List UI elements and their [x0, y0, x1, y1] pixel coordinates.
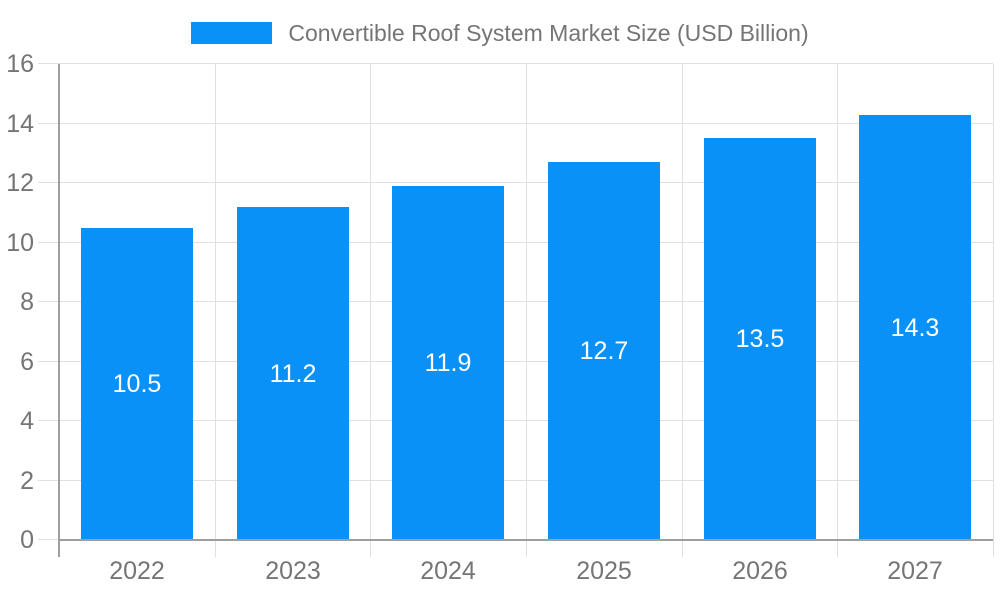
- y-axis-label: 0: [20, 526, 34, 554]
- x-axis-line: [59, 539, 993, 541]
- bar[interactable]: [548, 162, 660, 540]
- y-axis-label: 2: [20, 467, 34, 495]
- y-gridline: [59, 63, 993, 64]
- legend-label: Convertible Roof System Market Size (USD…: [288, 20, 809, 46]
- y-axis-tick: [38, 182, 59, 183]
- y-axis-label: 14: [6, 110, 34, 138]
- y-axis-tick: [38, 480, 59, 481]
- y-axis-tick: [38, 123, 59, 124]
- y-axis-tick: [38, 242, 59, 243]
- x-axis-label: 2025: [576, 557, 632, 585]
- x-axis-label: 2026: [732, 557, 788, 585]
- bar-value-label: 11.9: [424, 349, 472, 377]
- bar-value-label: 12.7: [579, 337, 629, 365]
- y-axis-tick: [38, 63, 59, 64]
- x-gridline: [993, 64, 994, 557]
- y-axis-label: 12: [6, 169, 34, 197]
- y-axis-label: 4: [20, 407, 34, 435]
- y-axis-tick: [38, 539, 59, 540]
- bar[interactable]: [859, 115, 971, 540]
- bar[interactable]: [704, 138, 816, 540]
- y-axis-label: 10: [6, 229, 34, 257]
- legend-item[interactable]: Convertible Roof System Market Size (USD…: [0, 21, 1000, 45]
- x-axis-label: 2027: [887, 557, 943, 585]
- x-gridline: [370, 64, 371, 557]
- bar-value-label: 14.3: [890, 314, 940, 342]
- x-gridline: [526, 64, 527, 557]
- x-gridline: [215, 64, 216, 557]
- x-axis-label: 2024: [420, 557, 476, 585]
- bar-value-label: 11.2: [269, 360, 317, 388]
- x-gridline: [682, 64, 683, 557]
- bar[interactable]: [392, 186, 504, 540]
- y-axis-tick: [38, 361, 59, 362]
- y-axis-label: 16: [6, 50, 34, 78]
- legend-swatch: [191, 22, 273, 44]
- bar-value-label: 13.5: [735, 325, 785, 353]
- bar[interactable]: [237, 207, 349, 540]
- y-axis-label: 6: [20, 348, 34, 376]
- x-gridline: [837, 64, 838, 557]
- bar-value-label: 10.5: [112, 370, 162, 398]
- y-axis-label: 8: [20, 288, 34, 316]
- x-axis-label: 2022: [109, 557, 165, 585]
- bar[interactable]: [81, 228, 193, 540]
- y-axis-tick: [38, 301, 59, 302]
- y-axis-line: [58, 64, 60, 557]
- y-axis-tick: [38, 420, 59, 421]
- x-axis-label: 2023: [265, 557, 321, 585]
